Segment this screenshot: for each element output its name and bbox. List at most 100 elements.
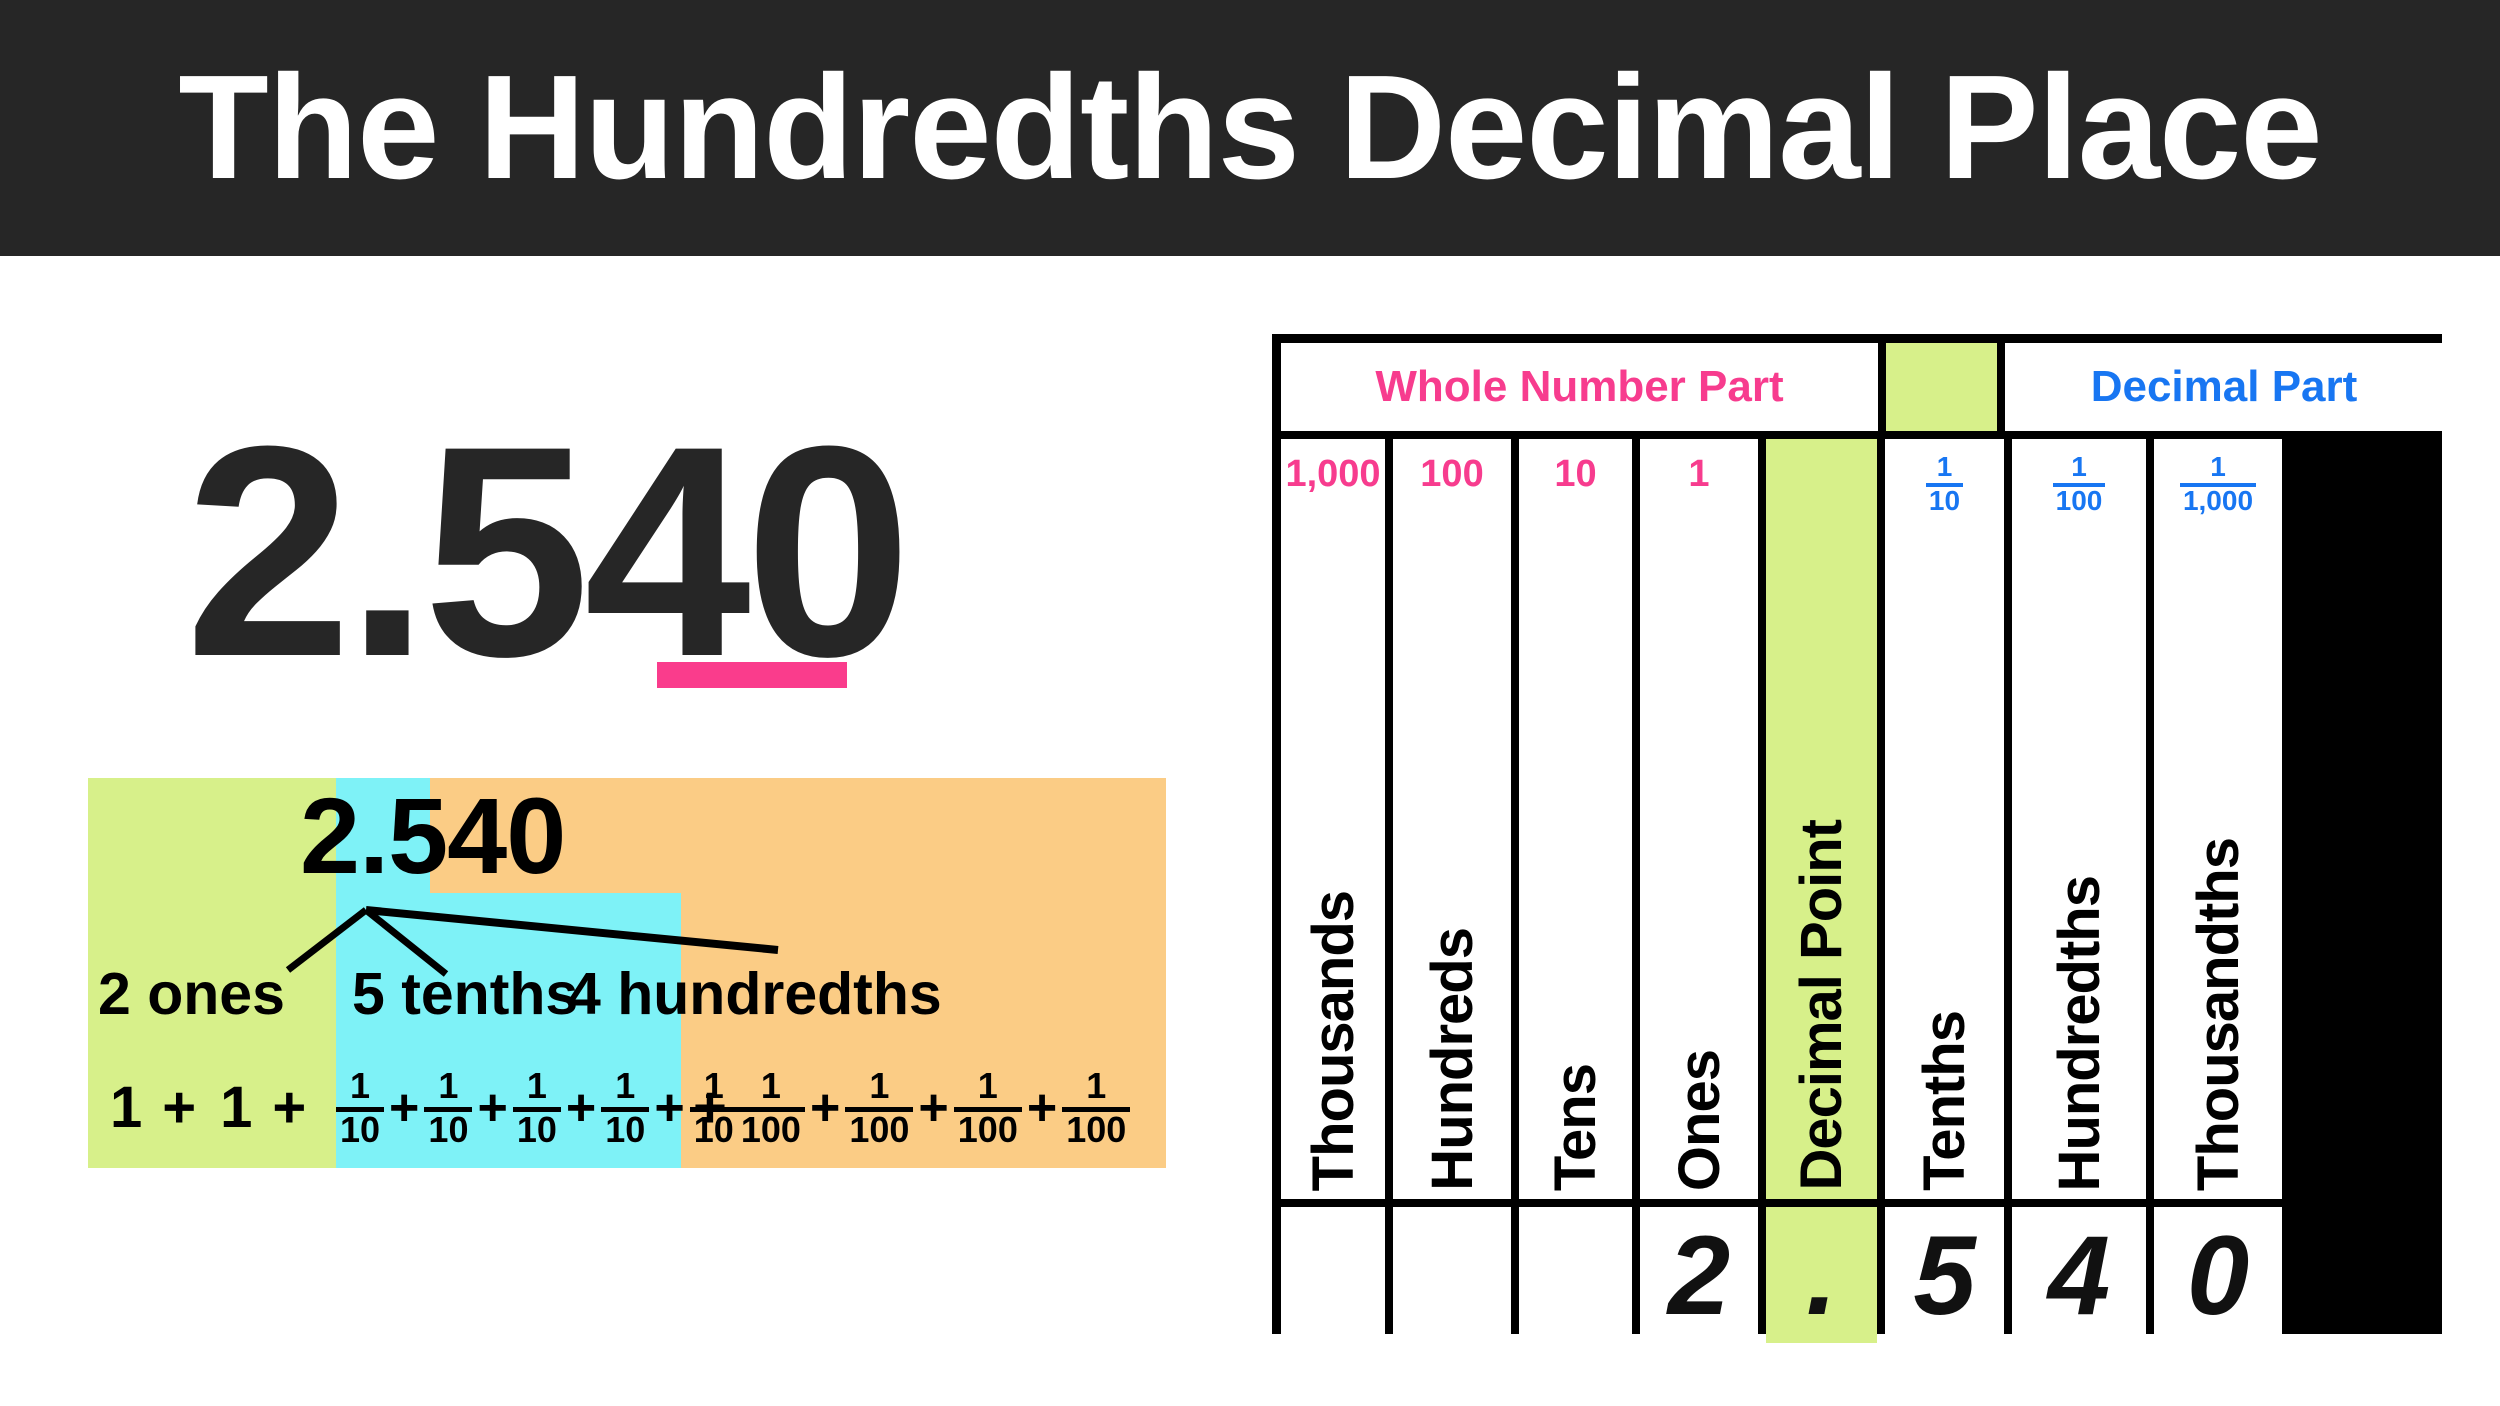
digit-cell-tenths[interactable]: 5 bbox=[1885, 1207, 2004, 1343]
digit-cell-tens[interactable] bbox=[1519, 1207, 1632, 1343]
header-whole-label: Whole Number Part bbox=[1375, 362, 1784, 411]
place-column-thousands[interactable]: 1,000 Thousands bbox=[1281, 439, 1385, 1199]
plus-sign: + bbox=[389, 1078, 420, 1137]
place-label: Decimal Point bbox=[1789, 820, 1854, 1191]
digit-cell-decimal-point[interactable]: . bbox=[1766, 1207, 1877, 1343]
place-value-breakdown: 2.540 2 ones 5 tenths 4 hundredths 1 +1 + … bbox=[88, 775, 1166, 1168]
fraction-numerator: 1 bbox=[2210, 451, 2226, 482]
place-column-decimal-point[interactable]: Decimal Point bbox=[1766, 439, 1877, 1199]
place-label-wrap: Hundreds bbox=[1393, 545, 1511, 1199]
digit-cell-thousands[interactable] bbox=[1281, 1207, 1385, 1343]
digit-cell-hundreds[interactable] bbox=[1393, 1207, 1511, 1343]
place-label: Hundredths bbox=[2046, 875, 2112, 1191]
place-label-wrap: Ones bbox=[1640, 545, 1758, 1199]
place-column-ones[interactable]: 1 Ones bbox=[1640, 439, 1758, 1199]
header-whole-number-part: Whole Number Part bbox=[1281, 343, 1878, 431]
place-column-tenths[interactable]: 1 10 Tenths bbox=[1885, 439, 2004, 1199]
plus-sign: + bbox=[693, 1075, 727, 1140]
place-label-wrap: Thousands bbox=[1281, 545, 1385, 1199]
place-column-thousandths[interactable]: 1 1,000 Thousandths bbox=[2154, 439, 2282, 1199]
plus-sign: + bbox=[918, 1078, 949, 1137]
label-ones: 2 ones bbox=[98, 961, 285, 1027]
fraction-tenths: 1 10 bbox=[601, 1064, 650, 1148]
place-value-chart: Whole Number Part Decimal Part 1,000 Thou… bbox=[1272, 334, 2443, 1343]
fraction-numerator: 1 bbox=[350, 1064, 371, 1106]
label-hundredths: 4 hundredths bbox=[568, 961, 942, 1027]
fraction-hundredths: 1 100 bbox=[1062, 1064, 1131, 1148]
place-label-wrap: Thousandths bbox=[2154, 545, 2282, 1199]
ones-band bbox=[88, 778, 336, 1168]
plus-sign: + bbox=[565, 1078, 597, 1137]
fraction-denominator: 10 bbox=[512, 1106, 561, 1148]
tenths-band-top bbox=[336, 778, 430, 893]
fraction-denominator: 100 bbox=[736, 1106, 805, 1148]
place-value-amount: 1 10 bbox=[1925, 453, 1964, 545]
place-value-amount: 1 100 bbox=[2052, 451, 2106, 545]
place-label: Hundreds bbox=[1419, 928, 1485, 1191]
label-tenths: 5 tenths bbox=[352, 961, 579, 1027]
fraction-hundredths: 1 100 bbox=[845, 1064, 914, 1148]
expression-tenths-group: 1 10 +1 10 +1 10 +1 10 +1 10 bbox=[336, 1064, 738, 1148]
fraction-tenths: 1 10 bbox=[689, 1064, 738, 1148]
plus-sign: + bbox=[1026, 1078, 1058, 1137]
place-label: Tenths bbox=[1912, 1011, 1977, 1191]
fraction-denominator: 10 bbox=[1925, 483, 1964, 515]
place-label-wrap: Tens bbox=[1519, 545, 1632, 1199]
fraction-denominator: 100 bbox=[845, 1106, 914, 1148]
expression-ones-group: 1 +1 + bbox=[88, 1074, 336, 1141]
place-column-tens[interactable]: 10 Tens bbox=[1519, 439, 1632, 1199]
fraction-denominator: 10 bbox=[601, 1106, 650, 1148]
place-value-fraction: 1 1,000 bbox=[2179, 451, 2257, 515]
place-label-wrap: Tenths bbox=[1885, 545, 2004, 1199]
fraction-numerator: 1 bbox=[615, 1064, 636, 1106]
ones-term: 1 bbox=[110, 1075, 143, 1140]
hundredths-underline-marker bbox=[657, 662, 847, 688]
plus-sign: + bbox=[272, 1075, 307, 1140]
title-banner: The Hundredths Decimal Place bbox=[0, 0, 2500, 256]
left-panel: 2.540 2.540 2 ones 5 tenths 4 hundredths… bbox=[0, 256, 1230, 1406]
place-label: Thousandths bbox=[2185, 837, 2251, 1191]
place-column-hundredths[interactable]: 1 100 Hundredths bbox=[2012, 439, 2146, 1199]
breakdown-number: 2.540 bbox=[300, 775, 566, 896]
place-value-fraction: 1 100 bbox=[2052, 451, 2106, 515]
fraction-denominator: 100 bbox=[2052, 483, 2106, 515]
place-column-hundreds[interactable]: 100 Hundreds bbox=[1393, 439, 1511, 1199]
plus-sign: + bbox=[162, 1075, 197, 1140]
expression-hundredths-group: +1 100 +1 100 +1 100 +1 100 bbox=[681, 1064, 1166, 1148]
fraction-numerator: 1 bbox=[526, 1064, 547, 1106]
place-label: Ones bbox=[1666, 1049, 1732, 1191]
fraction-tenths: 1 10 bbox=[424, 1064, 473, 1148]
fraction-numerator: 1 bbox=[1086, 1064, 1107, 1106]
place-value-amount: 10 bbox=[1554, 453, 1597, 495]
fraction-numerator: 1 bbox=[2071, 451, 2087, 482]
fraction-numerator: 1 bbox=[869, 1064, 890, 1106]
digit-cell-ones[interactable]: 2 bbox=[1640, 1207, 1758, 1343]
fraction-denominator: 10 bbox=[336, 1106, 385, 1148]
expanded-form-expression: 1 +1 + 1 10 +1 10 +1 10 +1 10 +1 10 +1 100 +1 100 +1 100… bbox=[88, 1055, 1166, 1160]
fraction-denominator: 10 bbox=[424, 1106, 473, 1148]
plus-sign: + bbox=[809, 1078, 841, 1137]
fraction-denominator: 10 bbox=[689, 1106, 738, 1148]
place-label: Thousands bbox=[1300, 890, 1366, 1191]
header-decimal-point-spacer bbox=[1886, 343, 1997, 431]
fraction-numerator: 1 bbox=[977, 1064, 998, 1106]
digit-cell-thousandths[interactable]: 0 bbox=[2154, 1207, 2282, 1343]
page-title: The Hundredths Decimal Place bbox=[178, 45, 2322, 210]
digit-cell-hundredths[interactable]: 4 bbox=[2012, 1207, 2146, 1343]
place-value-amount: 1,000 bbox=[1285, 453, 1381, 495]
place-label-wrap: Hundredths bbox=[2012, 545, 2146, 1199]
fraction-hundredths: 1 100 bbox=[736, 1064, 805, 1148]
fraction-denominator: 100 bbox=[953, 1106, 1022, 1148]
ones-term: 1 bbox=[220, 1075, 253, 1140]
fraction-numerator: 1 bbox=[438, 1064, 459, 1106]
place-label: Tens bbox=[1543, 1063, 1608, 1191]
fraction-numerator: 1 bbox=[703, 1064, 724, 1106]
fraction-denominator: 100 bbox=[1062, 1106, 1131, 1148]
fraction-numerator: 1 bbox=[760, 1064, 781, 1106]
place-value-amount: 1 bbox=[1688, 453, 1710, 495]
hundredths-band-top bbox=[430, 778, 1166, 893]
plus-sign: + bbox=[654, 1078, 685, 1137]
header-decimal-label: Decimal Part bbox=[2090, 362, 2358, 411]
fraction-denominator: 1,000 bbox=[2179, 483, 2257, 515]
place-value-amount: 1 1,000 bbox=[2179, 451, 2257, 545]
